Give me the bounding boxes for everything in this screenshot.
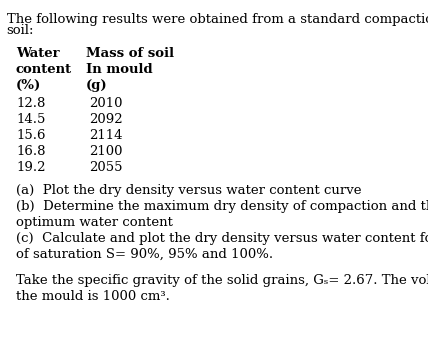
Text: content: content [16,63,72,76]
Text: In mould: In mould [86,63,153,76]
Text: The following results were obtained from a standard compaction test on: The following results were obtained from… [7,13,428,26]
Text: 16.8: 16.8 [16,145,45,158]
Text: (a)  Plot the dry density versus water content curve: (a) Plot the dry density versus water co… [16,184,362,197]
Text: Take the specific gravity of the solid grains, Gₛ= 2.67. The volume of: Take the specific gravity of the solid g… [16,274,428,287]
Text: (g): (g) [86,79,108,92]
Text: 2092: 2092 [89,113,122,126]
Text: of saturation S= 90%, 95% and 100%.: of saturation S= 90%, 95% and 100%. [16,248,273,261]
Text: 12.8: 12.8 [16,97,45,110]
Text: 2100: 2100 [89,145,122,158]
Text: Water: Water [16,47,59,60]
Text: (c)  Calculate and plot the dry density versus water content for degree: (c) Calculate and plot the dry density v… [16,232,428,245]
Text: 2010: 2010 [89,97,122,110]
Text: optimum water content: optimum water content [16,216,173,229]
Text: 15.6: 15.6 [16,129,45,142]
Text: (b)  Determine the maximum dry density of compaction and the: (b) Determine the maximum dry density of… [16,200,428,213]
Text: (%): (%) [16,79,41,92]
Text: 19.2: 19.2 [16,161,45,174]
Text: Mass of soil: Mass of soil [86,47,174,60]
Text: 2114: 2114 [89,129,122,142]
Text: the mould is 1000 cm³.: the mould is 1000 cm³. [16,290,170,303]
Text: soil:: soil: [7,24,34,36]
Text: 14.5: 14.5 [16,113,45,126]
Text: 2055: 2055 [89,161,122,174]
